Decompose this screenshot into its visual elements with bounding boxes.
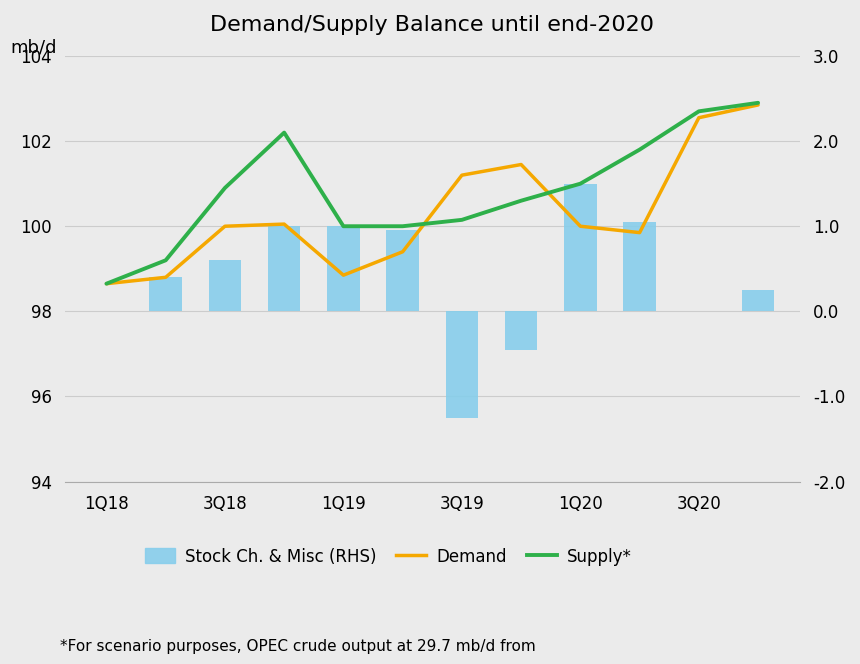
Bar (209, 260, 241, 311)
Bar (386, 230, 419, 311)
Bar (742, 290, 774, 311)
Bar (150, 278, 182, 311)
Text: mb/d: mb/d (10, 39, 57, 57)
Text: *For scenario purposes, OPEC crude output at 29.7 mb/d from: *For scenario purposes, OPEC crude outpu… (60, 639, 536, 654)
Bar (505, 311, 538, 350)
Bar (564, 184, 597, 311)
Bar (327, 226, 359, 311)
Title: Demand/Supply Balance until end-2020: Demand/Supply Balance until end-2020 (211, 15, 654, 35)
Bar (267, 226, 300, 311)
Bar (624, 222, 656, 311)
Bar (445, 311, 478, 418)
Legend: Stock Ch. & Misc (RHS), Demand, Supply*: Stock Ch. & Misc (RHS), Demand, Supply* (138, 541, 638, 572)
